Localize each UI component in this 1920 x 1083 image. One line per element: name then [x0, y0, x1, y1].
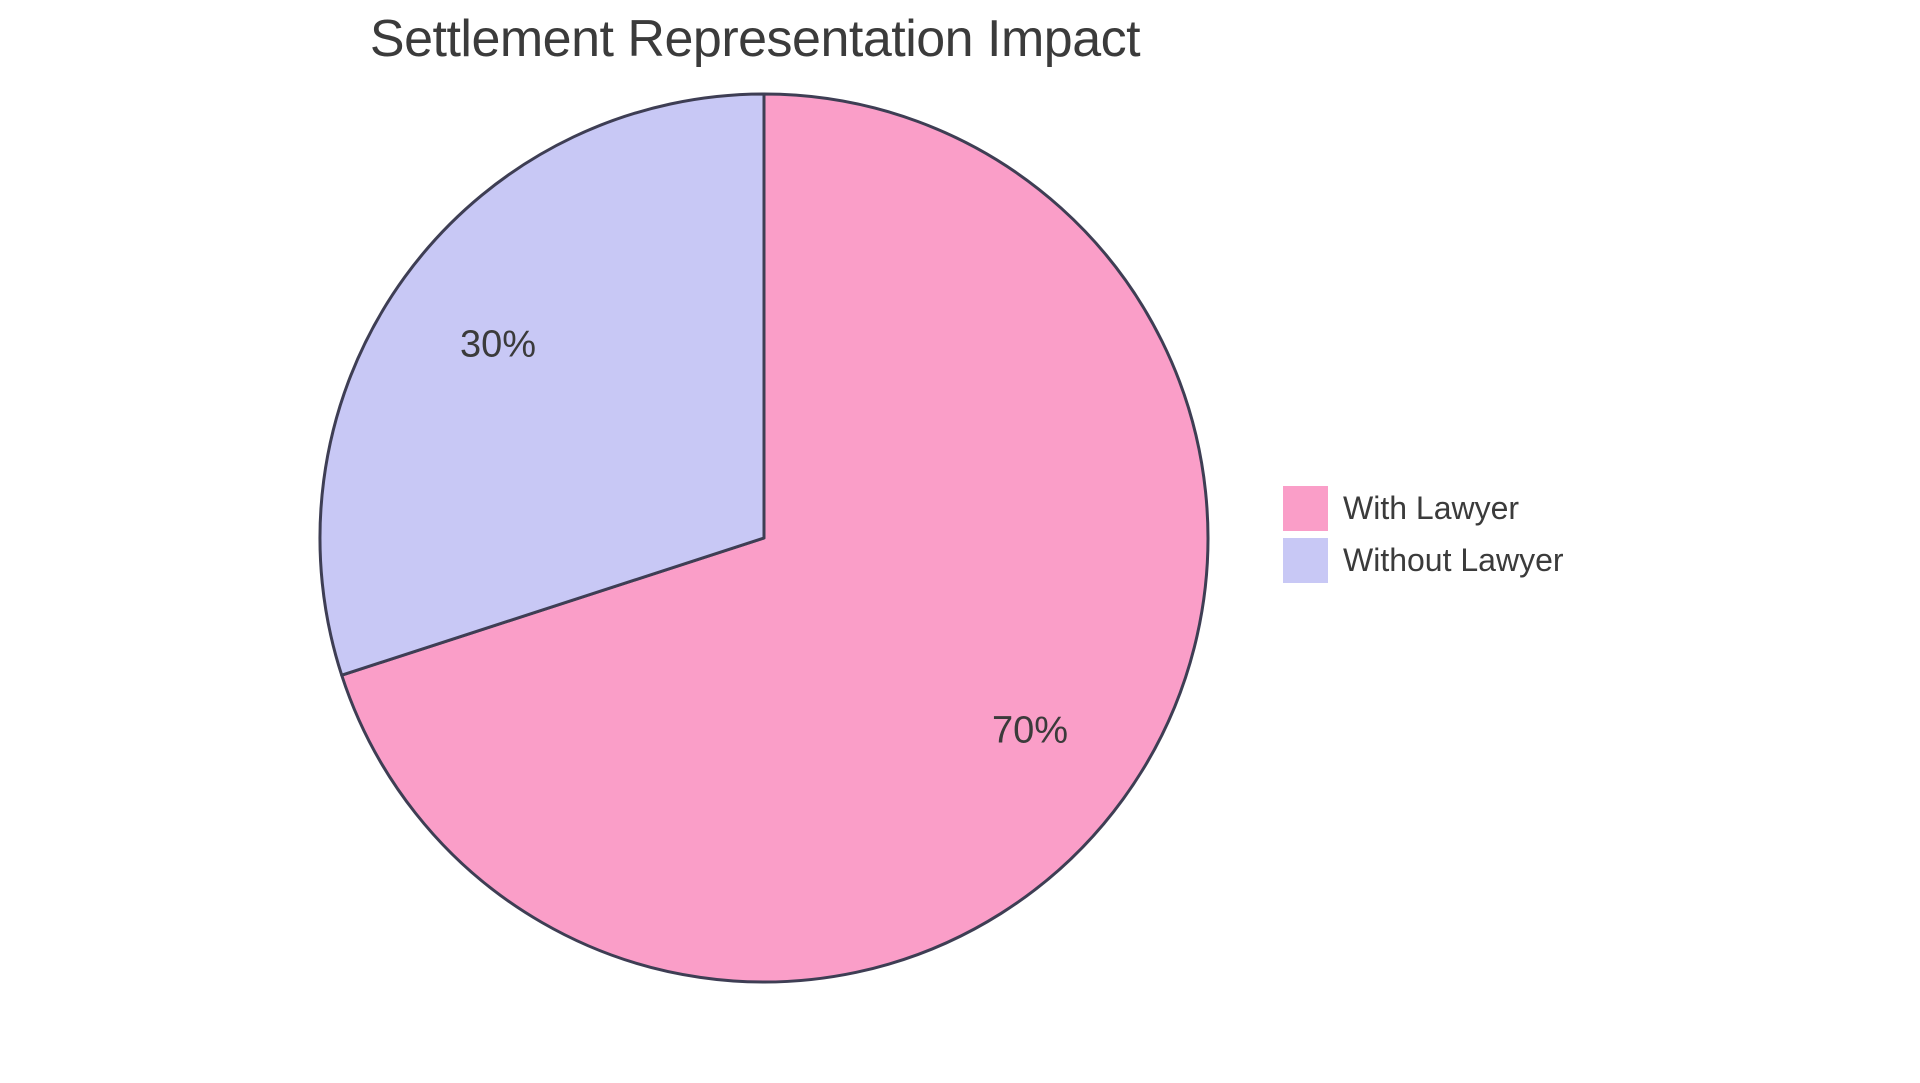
pie-slice-without-lawyer[interactable] [318, 92, 766, 677]
slice-label-without-lawyer: 30% [459, 323, 537, 366]
slice-label-with-lawyer: 70% [991, 709, 1069, 752]
legend-label-with-lawyer: With Lawyer [1343, 490, 1520, 526]
chart-title: Settlement Representation Impact [369, 10, 1141, 68]
legend: With Lawyer Without Lawyer [1283, 486, 1564, 583]
legend-item-with-lawyer[interactable]: With Lawyer [1283, 486, 1564, 531]
pie-slice-with-lawyer[interactable] [340, 92, 1210, 984]
legend-swatch-with-lawyer [1283, 486, 1328, 531]
legend-label-without-lawyer: Without Lawyer [1343, 542, 1564, 578]
legend-item-without-lawyer[interactable]: Without Lawyer [1283, 538, 1564, 583]
legend-swatch-without-lawyer [1283, 538, 1328, 583]
